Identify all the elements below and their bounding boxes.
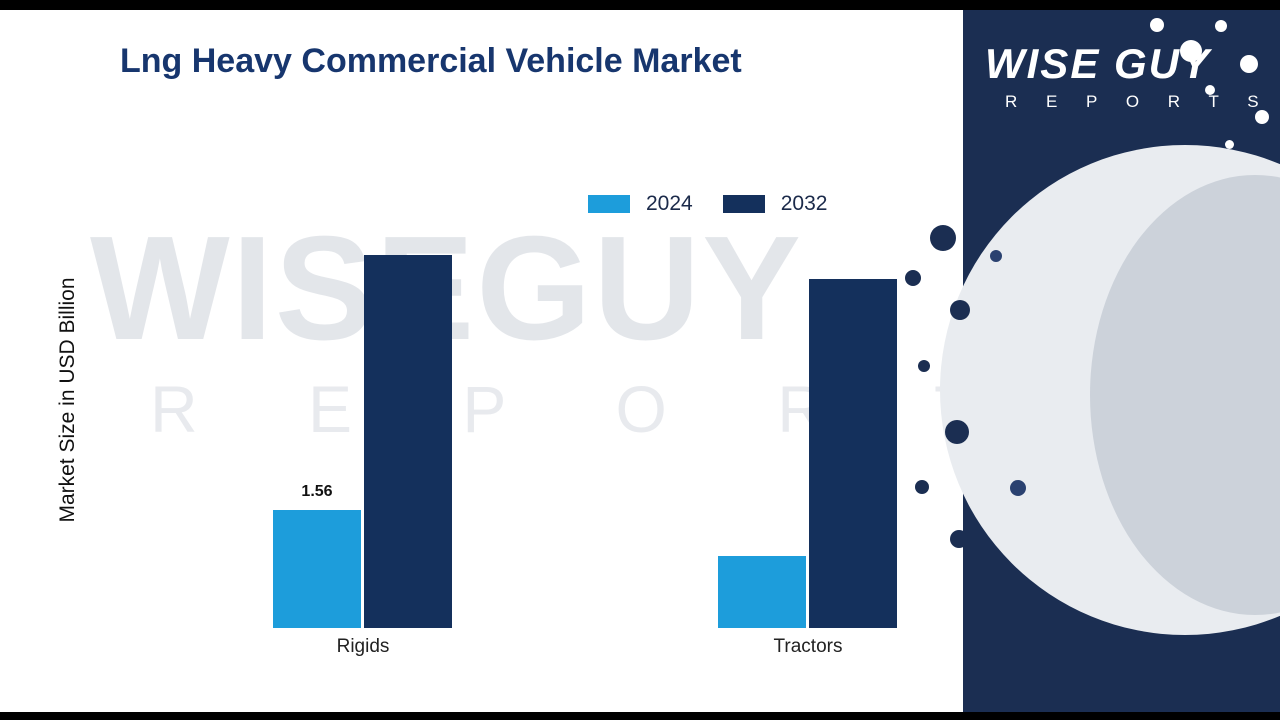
bar-value-label-rigids-2024: 1.56 <box>301 483 333 501</box>
logo-line2: R E P O R T S <box>1005 92 1271 111</box>
bar-group-rigids: 1.56 <box>273 255 452 628</box>
legend-item-2032[interactable]: 2032 <box>722 192 828 216</box>
bottom-black-strip <box>0 712 1280 720</box>
decorative-dot <box>930 225 956 251</box>
decorative-dot <box>1255 110 1269 124</box>
decorative-dot <box>945 420 969 444</box>
bar-rigids-2032[interactable] <box>364 255 452 628</box>
legend-label-2032: 2032 <box>780 192 828 215</box>
bar-tractors-2032[interactable] <box>809 278 897 628</box>
decorative-dot <box>1205 85 1215 95</box>
decorative-dot <box>1215 20 1227 32</box>
bar-rigids-2024[interactable]: 1.56 <box>273 483 361 628</box>
decorative-dot <box>950 300 970 320</box>
legend-swatch-2032 <box>722 195 765 213</box>
wise-guy-reports-logo: WISE GUY R E P O R T S <box>985 40 1271 112</box>
top-black-strip <box>0 0 1280 10</box>
y-axis-label: Market Size in USD Billion <box>56 277 79 523</box>
decorative-dot <box>950 530 968 548</box>
legend-item-2024[interactable]: 2024 <box>588 192 693 216</box>
decorative-dot <box>905 270 921 286</box>
decorative-dot <box>1225 140 1234 149</box>
chart-legend: 2024 2032 <box>588 192 827 216</box>
category-label-rigids: Rigids <box>336 636 390 657</box>
decorative-dot <box>990 250 1002 262</box>
decorative-dot <box>1180 40 1202 62</box>
decorative-dot <box>918 360 930 372</box>
decorative-dot <box>1240 55 1258 73</box>
bar-tractors-2024[interactable] <box>718 556 806 628</box>
legend-label-2024: 2024 <box>646 192 693 215</box>
page-title: Lng Heavy Commercial Vehicle Market <box>120 42 742 80</box>
category-label-tractors: Tractors <box>773 636 843 657</box>
decorative-dot <box>915 480 929 494</box>
bar-group-tractors <box>718 278 897 628</box>
legend-swatch-2024 <box>588 195 630 213</box>
decorative-dot <box>1150 18 1164 32</box>
logo-line1: WISE GUY <box>985 40 1212 87</box>
decorative-dot <box>1010 480 1026 496</box>
